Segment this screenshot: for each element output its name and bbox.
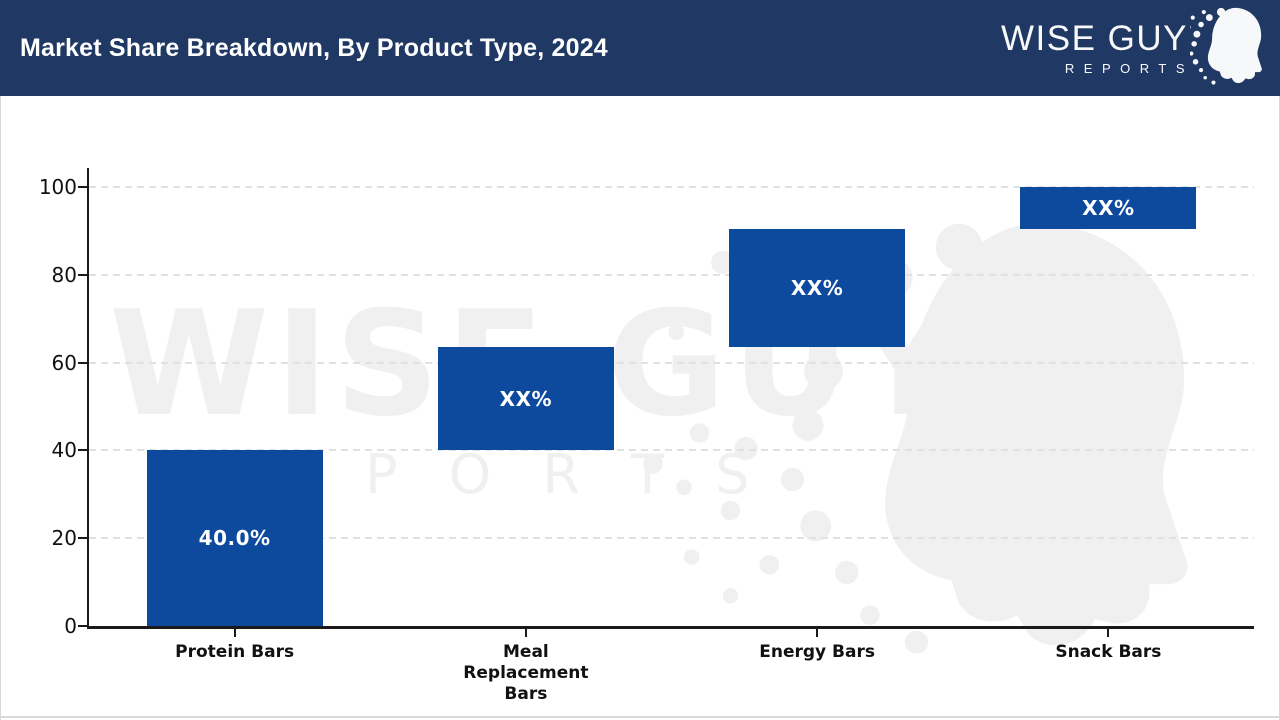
wise-guy-logo: WISE GUY REPORTS <box>1001 6 1266 90</box>
x-axis-category-label: Protein Bars <box>175 642 295 662</box>
logo-face-icon <box>1190 7 1262 85</box>
y-tick-mark <box>78 273 87 276</box>
gridline-80 <box>89 273 1254 276</box>
x-axis-category-label: Meal Replacement Bars <box>463 642 589 704</box>
x-tick-mark <box>524 629 527 637</box>
gridline-20 <box>89 537 1254 540</box>
y-tick-mark <box>78 449 87 452</box>
gridline-100 <box>89 186 1254 188</box>
bar-meal-replacement-bars: XX% <box>437 347 614 451</box>
y-axis-line <box>87 168 89 629</box>
x-tick-mark <box>1107 629 1110 637</box>
bottom-rule <box>1 716 1279 718</box>
gridline-40 <box>89 449 1254 452</box>
x-tick-mark <box>233 629 236 637</box>
x-tick-mark <box>816 629 819 637</box>
y-axis-tick-label: 80 <box>51 262 77 287</box>
chart-canvas: WISE GUY R E P O R T S 0 20 40 60 80 100 40.0%… <box>0 96 1280 720</box>
logo-text: WISE GUY REPORTS <box>1001 21 1188 76</box>
logo-subtitle: REPORTS <box>1064 60 1194 76</box>
y-axis-tick-label: 100 <box>38 175 77 199</box>
bar-snack-bars: XX% <box>1020 187 1197 229</box>
gridline-60 <box>89 361 1254 364</box>
bar-energy-bars: XX% <box>729 228 906 348</box>
y-tick-mark <box>78 625 87 627</box>
waterfall-chart: 0 20 40 60 80 100 40.0% Protein Bars XX% Meal Rep… <box>1 96 1280 720</box>
y-axis-tick-label: 0 <box>64 614 77 638</box>
y-axis-tick-label: 20 <box>51 526 77 551</box>
x-axis-line <box>87 626 1254 629</box>
bar-value-label: XX% <box>1082 195 1135 220</box>
y-axis-tick-label: 60 <box>51 350 77 375</box>
x-axis-category-label: Energy Bars <box>759 642 875 662</box>
logo-wordmark: WISE GUY <box>1000 18 1188 58</box>
bar-protein-bars: 40.0% <box>146 450 323 626</box>
bar-value-label: XX% <box>499 386 553 411</box>
y-tick-mark <box>78 537 87 540</box>
y-tick-mark <box>78 186 87 188</box>
page-title: Market Share Breakdown, By Product Type,… <box>20 33 608 62</box>
y-tick-mark <box>78 361 87 364</box>
y-axis-tick-label: 40 <box>51 438 77 463</box>
bar-value-label: XX% <box>790 275 844 300</box>
x-axis-category-label: Snack Bars <box>1055 642 1162 662</box>
bar-value-label: 40.0% <box>198 526 271 551</box>
header-bar: Market Share Breakdown, By Product Type,… <box>0 0 1280 96</box>
